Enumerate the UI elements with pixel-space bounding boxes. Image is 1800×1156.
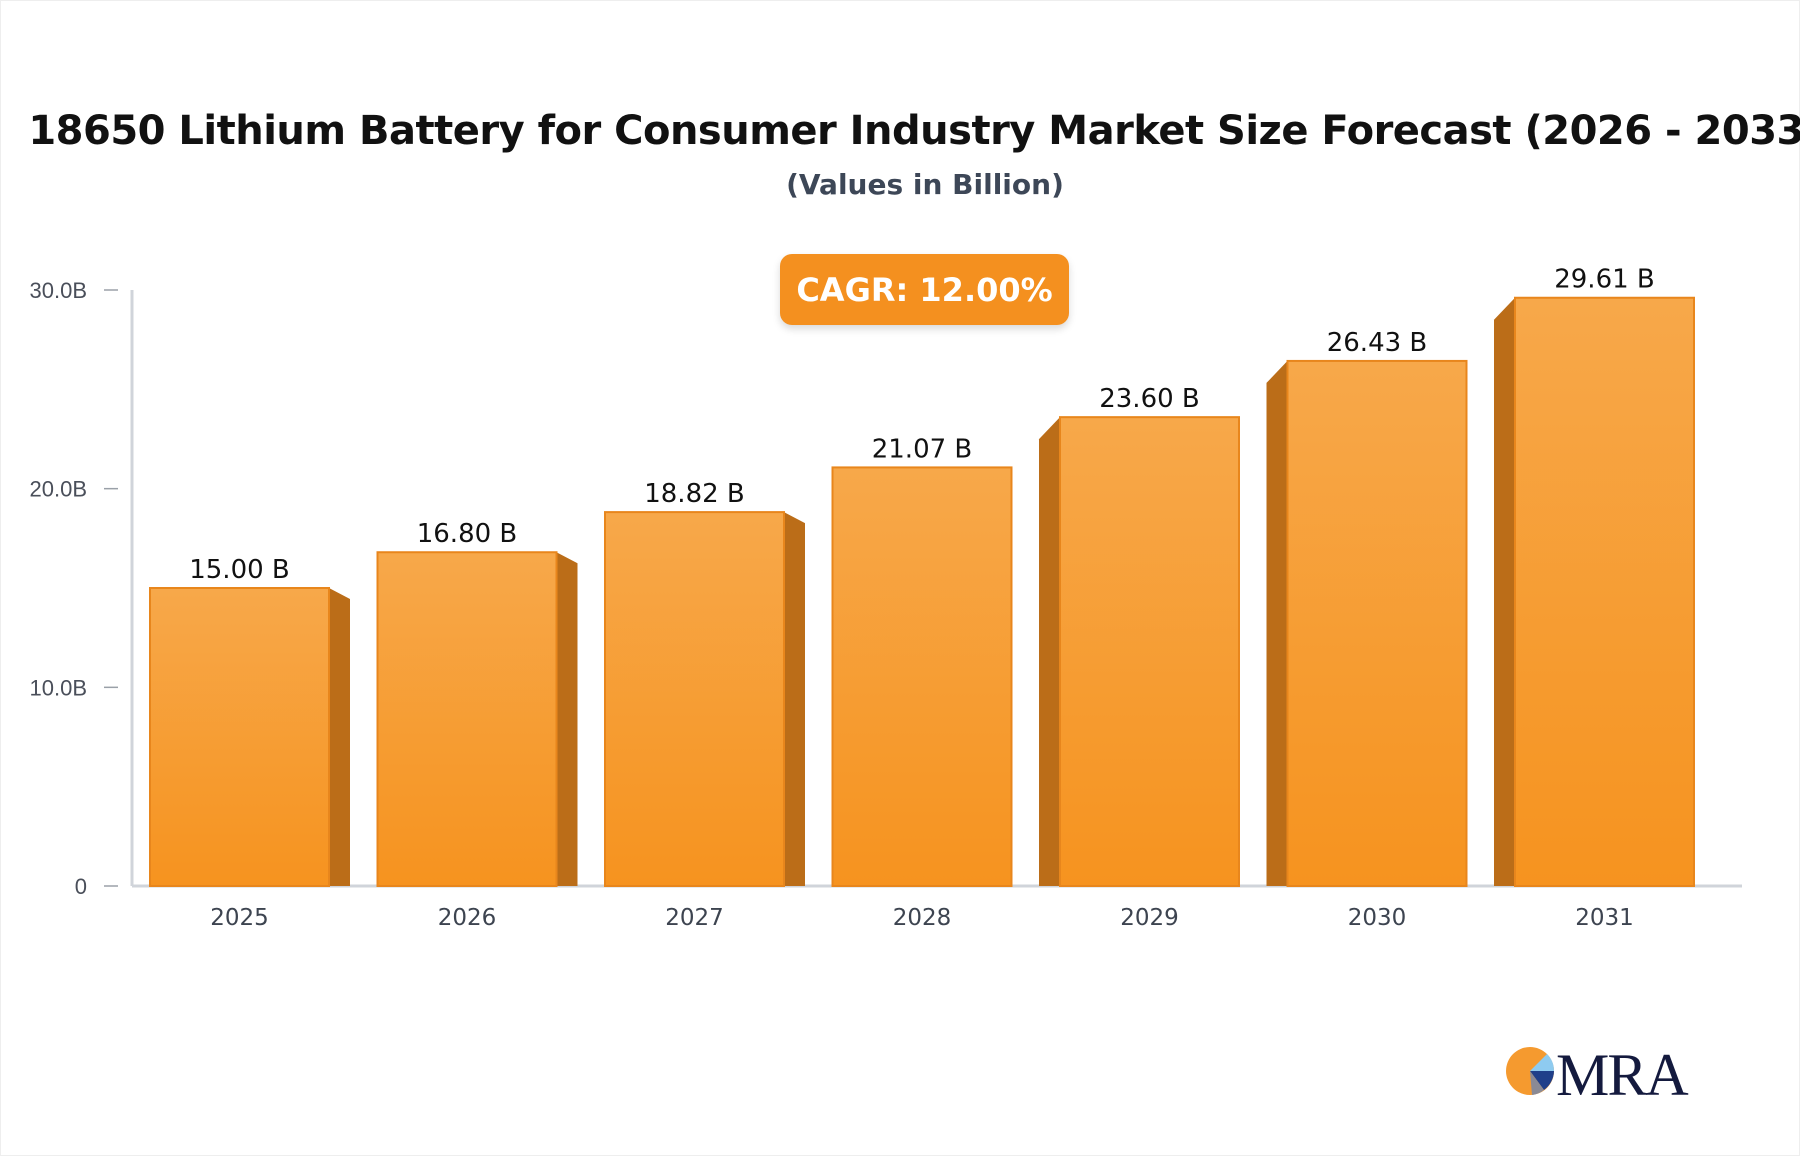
x-tick-label: 2026 <box>438 905 497 931</box>
bar-side-face <box>784 512 805 886</box>
bar-side-face <box>1039 417 1060 886</box>
bar <box>604 511 785 887</box>
y-tick-label: 30.0B <box>30 278 88 303</box>
bar-side-face <box>329 588 350 886</box>
bar <box>149 587 330 887</box>
y-tick-label: 0 <box>75 874 87 899</box>
data-label: 29.61 B <box>1554 265 1655 295</box>
bar-side-face <box>1494 297 1515 886</box>
x-tick-label: 2027 <box>665 905 724 931</box>
bar <box>831 466 1013 887</box>
y-tick-label: 20.0B <box>30 477 88 502</box>
x-tick-label: 2028 <box>893 905 952 931</box>
data-label: 21.07 B <box>872 434 973 464</box>
x-tick-label: 2030 <box>1348 905 1407 931</box>
bar-2028: 21.07 B 2028 <box>831 434 1013 931</box>
x-tick-label: 2029 <box>1120 905 1179 931</box>
bar-2027: 18.82 B 2027 <box>604 479 805 931</box>
bar <box>1059 416 1240 887</box>
data-label: 23.60 B <box>1099 384 1200 414</box>
bar-2025: 15.00 B 2025 <box>149 555 350 931</box>
chart-subtitle: (Values in Billion) <box>786 168 1064 201</box>
data-label: 18.82 B <box>644 479 745 509</box>
bar-2030: 26.43 B 2030 <box>1266 328 1468 931</box>
svg-text:MRA: MRA <box>1556 1042 1688 1102</box>
cagr-badge: CAGR: 12.00% <box>780 254 1069 325</box>
data-label: 15.00 B <box>189 555 290 585</box>
x-tick-label: 2031 <box>1575 905 1634 931</box>
chart-title: 18650 Lithium Battery for Consumer Indus… <box>28 108 1800 154</box>
y-tick-label: 10.0B <box>30 675 88 700</box>
mra-logo: MRA <box>1504 1040 1704 1102</box>
bar <box>1286 359 1468 887</box>
bar-side-face <box>1266 360 1288 886</box>
data-label: 26.43 B <box>1327 328 1428 358</box>
bar-2026: 16.80 B 2026 <box>376 519 578 931</box>
x-tick-label: 2025 <box>210 905 269 931</box>
bar-2031: 29.61 B 2031 <box>1494 265 1695 931</box>
bar-2029: 23.60 B 2029 <box>1039 384 1240 931</box>
bar <box>376 551 558 887</box>
bar-side-face <box>556 552 578 886</box>
bar <box>1514 296 1695 887</box>
data-label: 16.80 B <box>417 519 518 549</box>
